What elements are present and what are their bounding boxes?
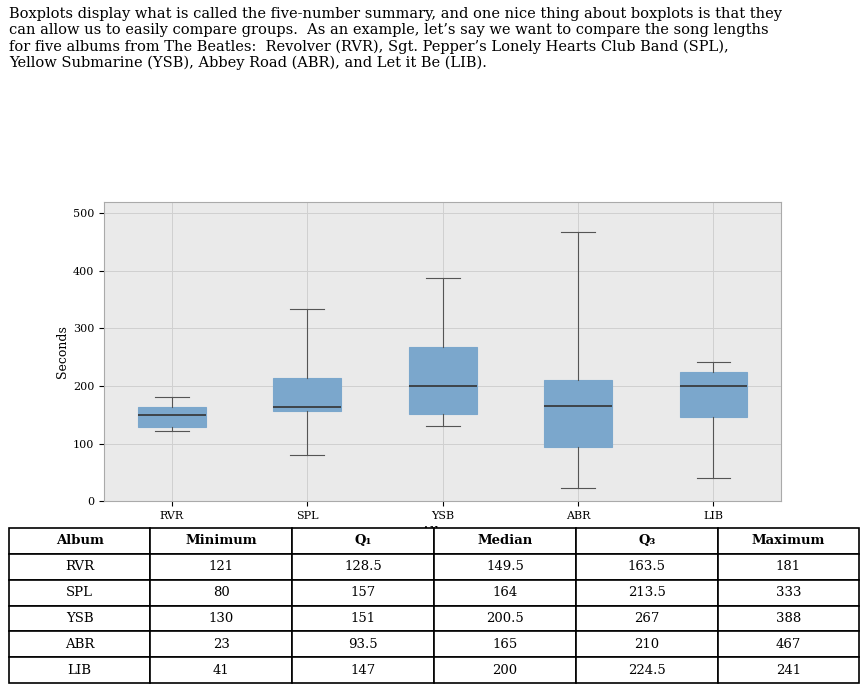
Y-axis label: Seconds: Seconds <box>56 325 69 378</box>
X-axis label: Album: Album <box>420 526 465 540</box>
PathPatch shape <box>544 380 612 448</box>
PathPatch shape <box>409 347 477 414</box>
PathPatch shape <box>680 372 747 416</box>
Text: Boxplots display what is called the five-number summary, and one nice thing abou: Boxplots display what is called the five… <box>9 7 782 70</box>
PathPatch shape <box>138 407 206 427</box>
PathPatch shape <box>273 378 341 411</box>
